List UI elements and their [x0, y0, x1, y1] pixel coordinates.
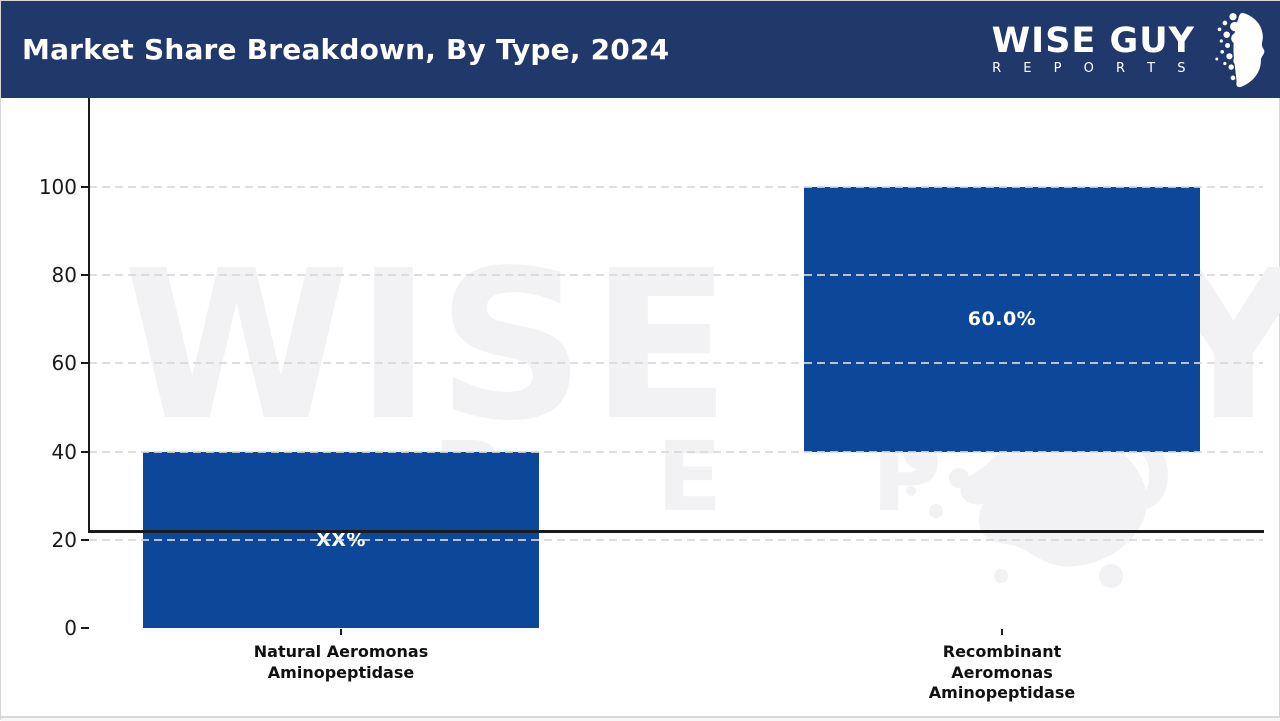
y-tick-label-100: 100 [38, 175, 77, 199]
wiseguy-logo-wordmark: WISE GUY [991, 20, 1195, 61]
y-tick-label-20: 20 [51, 527, 77, 552]
x-category-label-0: Natural Aeromonas Aminopeptidase [171, 642, 511, 683]
x-axis-line [88, 530, 1264, 533]
y-tick-mark-0 [81, 627, 89, 629]
y-tick-label-80: 80 [51, 263, 77, 288]
x-tick-mark-1 [1001, 629, 1003, 635]
x-category-label-line: Recombinant [942, 642, 1062, 661]
bar-value-label: 60.0% [967, 308, 1037, 331]
chart-plot-area: 0 20 40 60 80 100 XX% Natural Aeromonas Aminopep… [1, 98, 1280, 716]
x-category-label-line: Aminopeptidase [928, 683, 1076, 702]
y-axis-line [88, 68, 90, 533]
wiseguy-logo: WISE GUY R E P O R T S [992, 8, 1280, 92]
y-tick-mark-80 [81, 274, 89, 277]
x-category-label-line: Aeromonas [951, 662, 1053, 682]
header-bar: Market Share Breakdown, By Type, 2024 WI… [1, 1, 1280, 98]
y-tick-label-0: 0 [64, 616, 77, 640]
gridline-60 [89, 362, 1263, 365]
y-tick-label-60: 60 [51, 351, 77, 376]
y-tick-mark-20 [81, 538, 89, 541]
y-tick-mark-40 [81, 450, 89, 453]
dotted-profile-face-icon [1215, 12, 1265, 87]
wiseguy-logo-subtitle: R E P O R T S [992, 60, 1195, 76]
y-tick-mark-100 [81, 186, 89, 188]
gridline-20 [89, 538, 1263, 541]
y-tick-mark-60 [81, 362, 89, 365]
wiseguy-logo-text: WISE GUY R E P O R T S [992, 23, 1195, 77]
page-title: Market Share Breakdown, By Type, 2024 [22, 33, 670, 66]
x-category-label-line: Aminopeptidase [267, 662, 415, 682]
footer-divider [1, 716, 1280, 718]
x-category-label-line: Natural Aeromonas [253, 642, 429, 661]
y-tick-label-40: 40 [51, 439, 77, 464]
gridline-100 [89, 186, 1263, 188]
x-category-label-1: Recombinant Aeromonas Aminopeptidase [832, 642, 1172, 704]
gridline-40 [89, 450, 1263, 453]
bar-recombinant-aeromonas-aminopeptidase[interactable]: 60.0% [804, 187, 1200, 452]
x-tick-mark-0 [340, 629, 342, 635]
gridline-80 [89, 274, 1263, 277]
